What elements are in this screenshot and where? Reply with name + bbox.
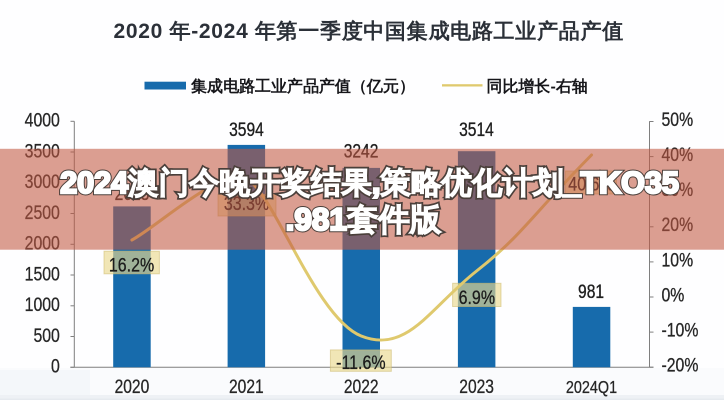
svg-text:0%: 0% [662,284,685,306]
svg-text:3594: 3594 [229,118,264,140]
svg-text:-11.6%: -11.6% [336,352,386,374]
svg-text:0: 0 [51,355,60,377]
svg-text:10%: 10% [662,249,694,271]
svg-text:同比增长-右轴: 同比增长-右轴 [487,78,588,96]
svg-text:2024Q1: 2024Q1 [566,377,617,397]
svg-text:2020: 2020 [115,375,150,397]
svg-text:-20%: -20% [662,354,699,376]
svg-text:50%: 50% [662,108,694,130]
svg-text:-10%: -10% [662,319,699,341]
svg-text:集成电路工业产品产值（亿元）: 集成电路工业产品产值（亿元） [190,78,415,96]
svg-text:16.2%: 16.2% [109,254,154,276]
svg-text:2021: 2021 [229,375,264,397]
svg-text:2024澳门今晚开奖结果,策略优化计划_TKO35: 2024澳门今晚开奖结果,策略优化计划_TKO35 [60,166,679,200]
svg-text:.981套件版: .981套件版 [286,201,443,237]
svg-text:2022: 2022 [344,375,379,397]
svg-text:2024澳门今晚开奖结果,策略优化计划_TKO35: 2024澳门今晚开奖结果,策略优化计划_TKO35 [60,166,679,200]
svg-text:4000: 4000 [25,109,60,131]
svg-text:6.9%: 6.9% [459,287,496,309]
svg-text:500: 500 [33,324,59,346]
svg-text:3514: 3514 [459,118,494,140]
svg-text:2020 年-2024 年第一季度中国集成电路工业产品产值: 2020 年-2024 年第一季度中国集成电路工业产品产值 [113,19,623,43]
svg-text:2023: 2023 [459,375,494,397]
svg-text:1500: 1500 [25,263,60,285]
svg-text:1000: 1000 [25,294,60,316]
svg-text:.981套件版: .981套件版 [286,201,443,237]
svg-text:981: 981 [578,280,604,302]
